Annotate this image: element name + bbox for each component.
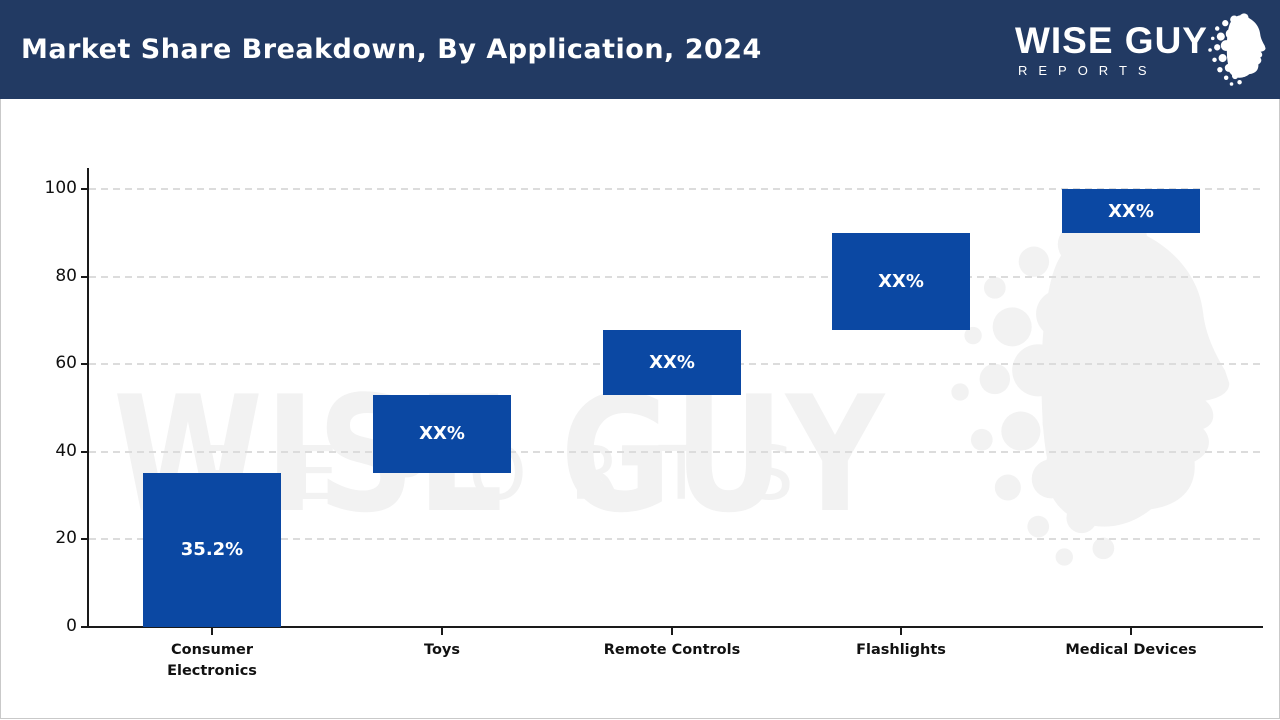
x-tick-mark: [211, 628, 213, 635]
y-tick-mark: [81, 626, 89, 628]
bar-value-label: XX%: [878, 271, 924, 293]
y-tick-mark: [81, 450, 89, 453]
bar-value-label: XX%: [1108, 200, 1154, 222]
x-tick-label: Remote Controls: [603, 642, 741, 658]
x-tick-mark: [1130, 628, 1132, 635]
gridline: [89, 275, 1263, 278]
y-axis: [87, 168, 89, 628]
gridline: [89, 538, 1263, 541]
wiseguy-logo: WISE GUY REPORTS: [1015, 4, 1270, 96]
bar: XX%: [1062, 189, 1200, 234]
bar-value-label: XX%: [649, 351, 695, 373]
x-tick-label: Toys: [423, 642, 460, 658]
bar: XX%: [603, 330, 741, 395]
y-tick-label: 0: [66, 616, 77, 636]
page-title: Market Share Breakdown, By Application, …: [21, 34, 762, 65]
bar: XX%: [373, 394, 511, 473]
x-tick-label: Flashlights: [856, 642, 946, 658]
gridline: [89, 188, 1263, 190]
logo-subtext: REPORTS: [1017, 62, 1158, 78]
header: Market Share Breakdown, By Application, …: [0, 0, 1280, 99]
y-tick-mark: [81, 275, 89, 278]
y-tick-label: 60: [55, 353, 77, 374]
y-tick-label: 100: [44, 178, 77, 198]
y-tick-mark: [81, 363, 89, 366]
x-tick-label: Medical Devices: [1065, 642, 1197, 658]
y-tick-label: 80: [55, 265, 77, 286]
gridline: [89, 450, 1263, 453]
bar: XX%: [832, 233, 970, 331]
y-tick-label: 40: [55, 440, 77, 461]
bar-value-label: 35.2%: [180, 539, 244, 561]
x-tick-mark: [671, 628, 673, 635]
wiseguy-logo-text: WISE GUY REPORTS: [1014, 20, 1208, 78]
bar: 35.2%: [143, 472, 281, 627]
x-tick-mark: [900, 628, 902, 635]
y-tick-label: 20: [55, 528, 77, 549]
bar-value-label: XX%: [419, 423, 465, 445]
logo-wordmark: WISE GUY: [1014, 20, 1208, 62]
x-tick-mark: [441, 628, 443, 635]
y-tick-mark: [81, 538, 89, 541]
x-axis: [86, 626, 1263, 628]
x-tick-label: Consumer Electronics: [167, 642, 257, 680]
y-tick-mark: [81, 188, 89, 190]
